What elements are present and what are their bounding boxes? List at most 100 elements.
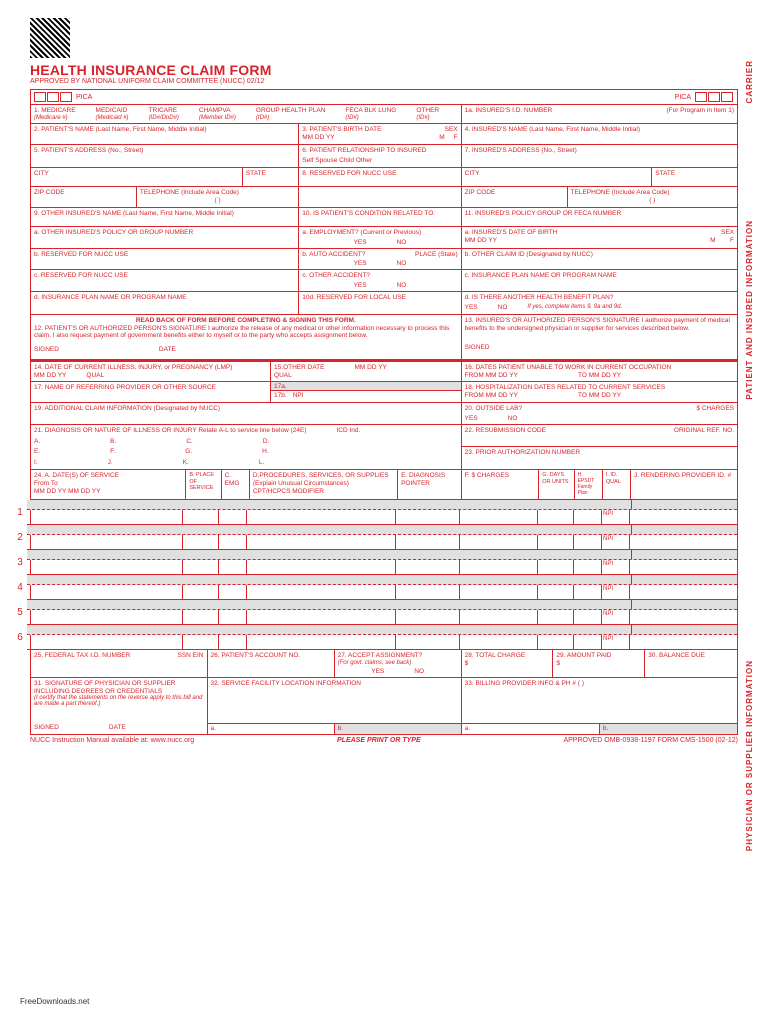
other-sub: (ID#): [416, 115, 439, 121]
f24e: E. DIAGNOSIS POINTER: [401, 472, 458, 488]
f31sub: (I certify that the statements on the re…: [34, 695, 204, 707]
form-title: HEALTH INSURANCE CLAIM FORM: [30, 62, 738, 78]
f9c: c. RESERVED FOR NUCC USE: [34, 272, 295, 280]
champva-label: CHAMPVA: [199, 107, 236, 115]
freedownloads: FreeDownloads.net: [20, 997, 89, 1006]
side-patient: PATIENT AND INSURED INFORMATION: [745, 220, 754, 400]
zip-i: ZIP CODE: [465, 189, 564, 197]
m: M: [439, 134, 444, 141]
f17: 17. NAME OF REFERRING PROVIDER OR OTHER …: [34, 384, 267, 392]
f24c: C. EMG: [225, 472, 246, 488]
approved-line: APPROVED BY NATIONAL UNIFORM CLAIM COMMI…: [30, 78, 738, 85]
state-i: STATE: [655, 170, 734, 178]
f7: 7. INSURED'S ADDRESS (No., Street): [465, 147, 734, 155]
f32b: b.: [338, 725, 343, 732]
f12: 12. PATIENT'S OR AUTHORIZED PERSON'S SIG…: [34, 325, 458, 341]
f24b: B. PLACE OF SERVICE: [189, 472, 217, 492]
feca-label: FECA BLK LUNG: [345, 107, 396, 115]
f3-sex: SEX: [445, 126, 458, 134]
pica-right: PICA: [675, 94, 691, 101]
f24g: G. DAYS OR UNITS: [542, 472, 570, 485]
f11: 11. INSURED'S POLICY GROUP OR FECA NUMBE…: [465, 210, 734, 218]
f26: 26. PATIENT'S ACCOUNT NO.: [211, 652, 331, 660]
f9a: a. OTHER INSURED'S POLICY OR GROUP NUMBE…: [34, 229, 295, 237]
f10a: a. EMPLOYMENT? (Current or Previous): [302, 229, 457, 237]
npi17: NPI: [293, 392, 304, 399]
f16: 16. DATES PATIENT UNABLE TO WORK IN CURR…: [465, 364, 734, 372]
f11c: c. INSURANCE PLAN NAME OR PROGRAM NAME: [465, 272, 734, 280]
f27sub: (For govt. claims, see back): [338, 660, 458, 666]
f20: 20. OUTSIDE LAB?: [465, 405, 522, 413]
f21: 21. DIAGNOSIS OR NATURE OF ILLNESS OR IN…: [34, 427, 307, 435]
f18: 18. HOSPITALIZATION DATES RELATED TO CUR…: [465, 384, 734, 392]
f11a: a. INSURED'S DATE OF BIRTH: [465, 229, 558, 237]
claim-form: PICA PICA 1. MEDICARE(Medicare #) MEDICA…: [30, 89, 738, 735]
f4: 4. INSURED'S NAME (Last Name, First Name…: [465, 126, 734, 134]
f24f: F. $ CHARGES: [465, 472, 536, 480]
f11d-sub: If yes, complete items 9, 9a and 9d.: [527, 304, 622, 312]
zip-p: ZIP CODE: [34, 189, 133, 197]
f11b: b. OTHER CLAIM ID (Designated by NUCC): [465, 251, 734, 259]
f10: 10. IS PATIENT'S CONDITION RELATED TO:: [302, 210, 457, 218]
pica-left: PICA: [76, 94, 92, 101]
f33b: b.: [603, 725, 608, 732]
f10c: c. OTHER ACCIDENT?: [302, 272, 457, 280]
f24d: D.PROCEDURES, SERVICES, OR SUPPLIES: [253, 472, 394, 480]
f24j: J. RENDERING PROVIDER ID. #: [634, 472, 734, 480]
signed12: SIGNED: [34, 346, 59, 354]
f25: 25. FEDERAL TAX I.D. NUMBER: [34, 652, 130, 660]
f32: 32. SERVICE FACILITY LOCATION INFORMATIO…: [208, 678, 461, 690]
date12: DATE: [159, 346, 176, 354]
champva-sub: (Member ID#): [199, 115, 236, 121]
tel-p: TELEPHONE (Include Area Code): [140, 189, 295, 197]
no: NO: [397, 239, 407, 246]
side-physician: PHYSICIAN OR SUPPLIER INFORMATION: [745, 660, 754, 851]
f13: 13. INSURED'S OR AUTHORIZED PERSON'S SIG…: [465, 317, 734, 333]
f: F: [454, 134, 458, 141]
f33a: a.: [465, 725, 470, 732]
city-i: CITY: [465, 170, 649, 178]
origref: ORIGINAL REF. NO.: [674, 427, 734, 435]
f23: 23. PRIOR AUTHORIZATION NUMBER: [465, 449, 734, 457]
medicaid-sub: (Medicaid #): [96, 115, 129, 121]
readback: READ BACK OF FORM BEFORE COMPLETING & SI…: [34, 317, 458, 325]
f17b: 17b.: [274, 392, 287, 399]
tel-i: TELEPHONE (Include Area Code): [571, 189, 734, 197]
state-p: STATE: [246, 170, 295, 178]
f9: 9. OTHER INSURED'S NAME (Last Name, Firs…: [34, 210, 295, 218]
f19: 19. ADDITIONAL CLAIM INFORMATION (Design…: [34, 405, 458, 413]
f1a: 1a. INSURED'S I.D. NUMBER: [465, 107, 553, 115]
f24h: H. EPSDT Family Plan: [578, 472, 599, 496]
f9d: d. INSURANCE PLAN NAME OR PROGRAM NAME: [34, 294, 295, 302]
f17a: 17a.: [274, 383, 287, 390]
f14: 14. DATE OF CURRENT ILLNESS, INJURY, or …: [34, 364, 267, 372]
f31: 31. SIGNATURE OF PHYSICIAN OR SUPPLIER I…: [34, 680, 204, 696]
paren-i: ( ): [571, 197, 734, 205]
f29: 29. AMOUNT PAID: [556, 652, 641, 660]
tricare-label: TRICARE: [149, 107, 179, 115]
f30: 30. BALANCE DUE: [648, 652, 734, 660]
f10d: 10d. RESERVED FOR LOCAL USE: [302, 294, 457, 302]
f9b: b. RESERVED FOR NUCC USE: [34, 251, 295, 259]
f3: 3. PATIENT'S BIRTH DATE: [302, 126, 381, 134]
f11d: d. IS THERE ANOTHER HEALTH BENEFIT PLAN?: [465, 294, 734, 302]
other-label: OTHER: [416, 107, 439, 115]
feca-sub: (ID#): [345, 115, 396, 121]
f1a-sub: (For Program in Item 1): [666, 107, 734, 115]
qual14: QUAL: [86, 372, 104, 380]
charges20: $ CHARGES: [696, 405, 734, 413]
qual15: QUAL: [274, 372, 458, 380]
please-print: PLEASE PRINT OR TYPE: [337, 737, 421, 744]
icd: ICD Ind.: [337, 427, 361, 435]
ssnein: SSN EIN: [177, 652, 203, 660]
tricare-sub: (ID#/DoD#): [149, 115, 179, 121]
f22: 22. RESUBMISSION CODE: [465, 427, 546, 435]
f10b: b. AUTO ACCIDENT?: [302, 251, 365, 259]
side-carrier: CARRIER: [745, 60, 754, 103]
f3-date: MM DD YY: [302, 134, 334, 142]
qr-code: [30, 18, 70, 58]
medicare-label: 1. MEDICARE: [34, 107, 76, 115]
medicare-sub: (Medicare #): [34, 115, 76, 121]
form-page: HEALTH INSURANCE CLAIM FORM APPROVED BY …: [0, 0, 768, 764]
f27: 27. ACCEPT ASSIGNMENT?: [338, 652, 458, 660]
